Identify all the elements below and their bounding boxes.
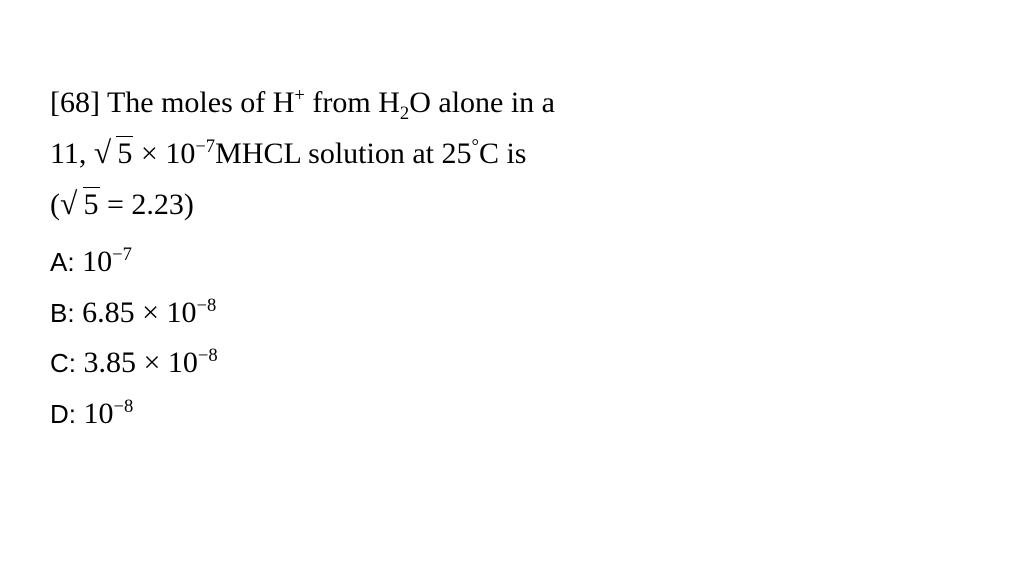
question-number: [68] (50, 86, 100, 119)
species-letter: H (378, 86, 400, 119)
species-h2o: H2O (378, 86, 431, 119)
coefficient: 6.85 (82, 296, 135, 329)
option-d: D: 10−8 (50, 391, 974, 438)
base-10: 10 (167, 296, 197, 329)
times-symbol: × (135, 296, 167, 329)
text-segment: alone in a (431, 86, 555, 119)
power-of-ten: 10−7 (165, 137, 215, 170)
temperature: 25°C (442, 137, 499, 170)
option-value: 6.85 × 10−8 (82, 296, 216, 329)
species-letter: O (409, 86, 431, 119)
coefficient: 3.85 (84, 346, 137, 379)
radicand: 5 (83, 187, 100, 221)
options-block: A: 10−7 B: 6.85 × 10−8 C: 3.85 × 10−8 D:… (50, 239, 974, 437)
option-a: A: 10−7 (50, 239, 974, 286)
species-letter: H (273, 86, 295, 119)
option-letter: C: (50, 348, 76, 378)
option-letter: A: (50, 247, 75, 277)
option-letter: D: (50, 399, 76, 429)
subscript-2: 2 (400, 103, 409, 124)
species-h-plus: H+ (273, 86, 305, 119)
question-line-3: (5 = 2.23) (50, 182, 974, 227)
question-line-2: 11, 5 × 10−7MHCL solution at 25°C is (50, 131, 974, 176)
number-11: 11, (50, 137, 94, 170)
times-symbol: × (133, 137, 165, 170)
option-b: B: 6.85 × 10−8 (50, 290, 974, 337)
charge-sup: + (294, 85, 305, 106)
text-segment: from (305, 86, 378, 119)
option-value: 10−7 (82, 245, 132, 278)
question-block: [68] The moles of H+ from H2O alone in a… (50, 80, 974, 437)
question-line-1: [68] The moles of H+ from H2O alone in a (50, 80, 974, 125)
text-segment: solution at (301, 137, 442, 170)
equals-value: = 2.23) (100, 188, 194, 221)
base-10: 10 (165, 137, 195, 170)
base-10: 10 (84, 397, 114, 430)
exponent: −8 (198, 345, 218, 366)
radicand: 5 (116, 136, 133, 170)
option-c: C: 3.85 × 10−8 (50, 340, 974, 387)
text-segment: is (499, 137, 527, 170)
sqrt-5: 5 (94, 131, 134, 176)
unit-mhcl: MHCL (215, 137, 301, 170)
times-symbol: × (136, 346, 168, 379)
paren-open: ( (50, 188, 60, 221)
sqrt-5-hint: 5 (60, 182, 100, 227)
temp-unit: C (479, 137, 499, 170)
exponent: −7 (112, 244, 132, 265)
exponent: −7 (195, 136, 215, 157)
base-10: 10 (82, 245, 112, 278)
text-segment: The moles of (100, 86, 273, 119)
option-value: 3.85 × 10−8 (84, 346, 218, 379)
option-value: 10−8 (84, 397, 134, 430)
temp-value: 25 (442, 137, 472, 170)
degree-symbol: ° (472, 136, 479, 157)
exponent: −8 (114, 396, 134, 417)
option-letter: B: (50, 298, 75, 328)
exponent: −8 (197, 295, 217, 316)
base-10: 10 (168, 346, 198, 379)
